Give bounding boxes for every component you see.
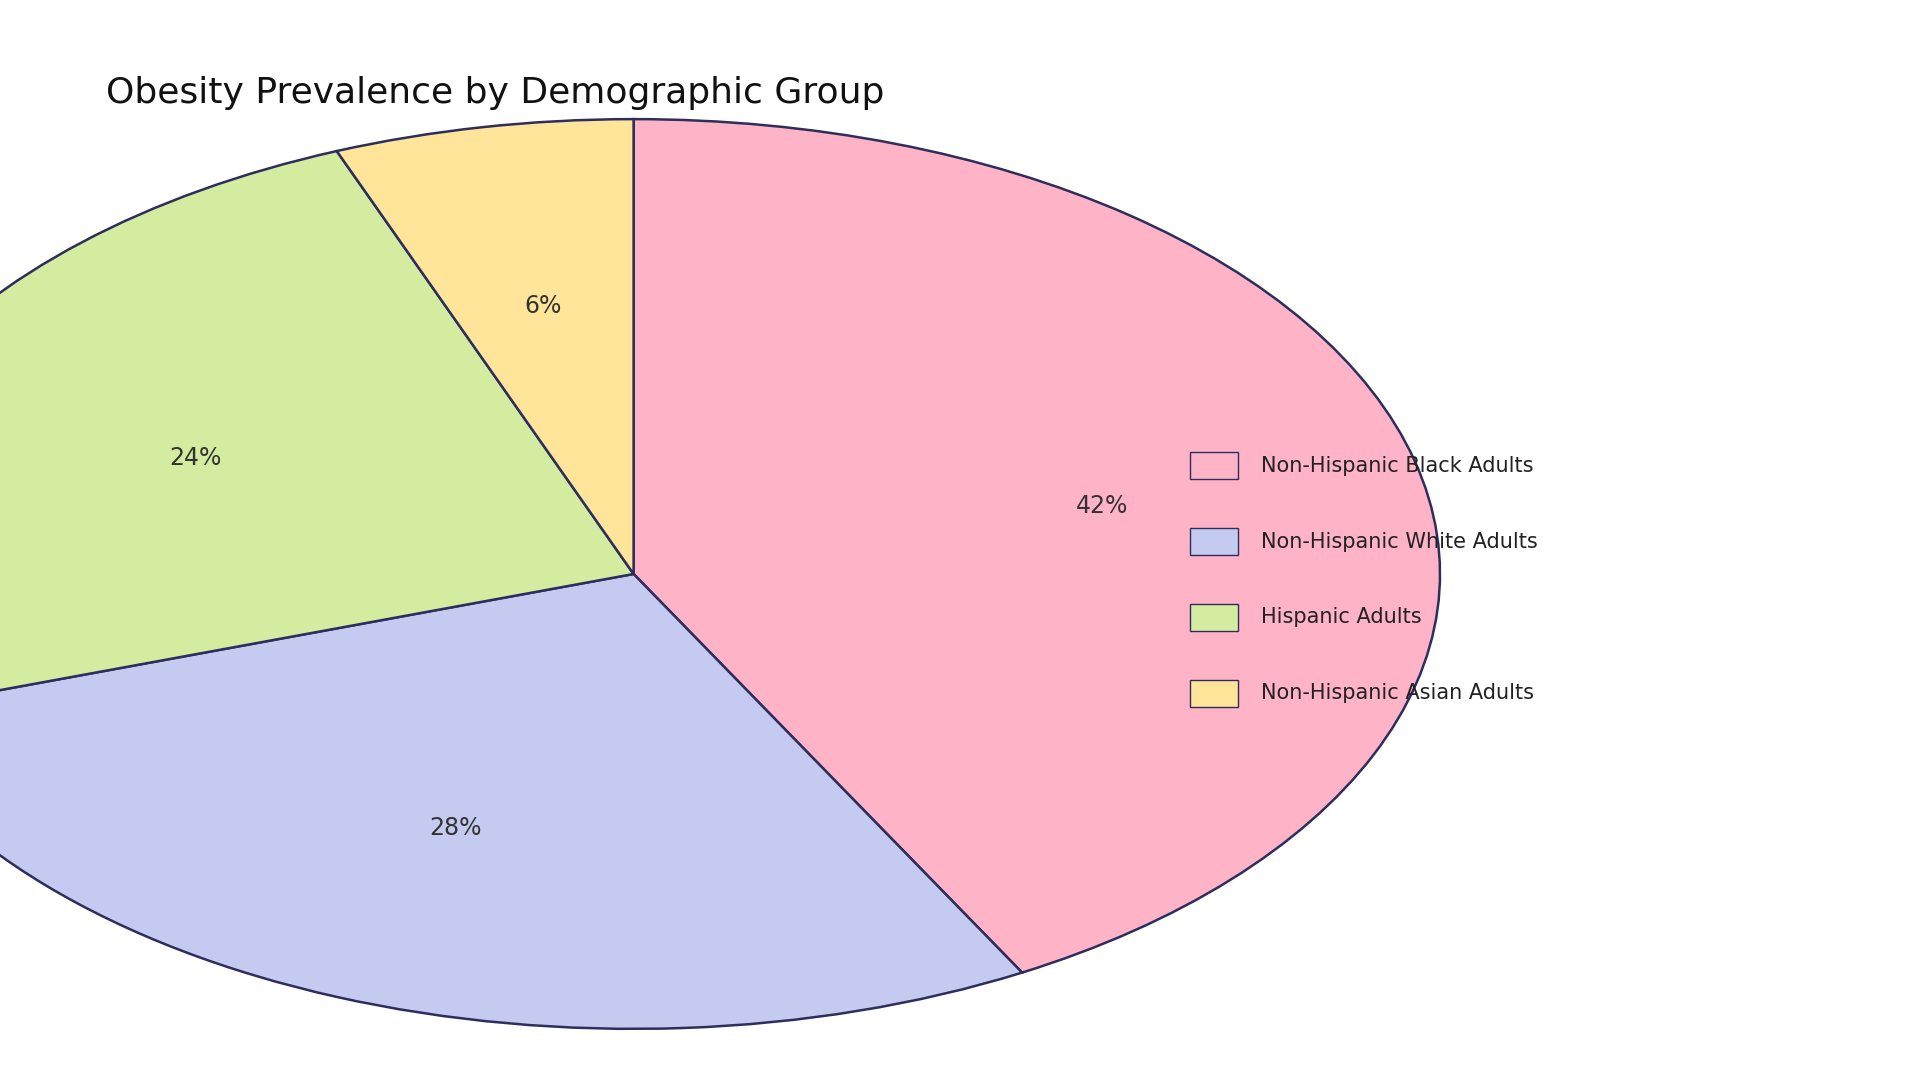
Text: 42%: 42%: [1075, 494, 1129, 518]
Text: Hispanic Adults: Hispanic Adults: [1261, 608, 1423, 627]
Text: Obesity Prevalence by Demographic Group: Obesity Prevalence by Demographic Group: [106, 76, 883, 109]
Text: Non-Hispanic White Adults: Non-Hispanic White Adults: [1261, 532, 1538, 551]
Text: 6%: 6%: [524, 293, 563, 318]
Text: Non-Hispanic Black Adults: Non-Hispanic Black Adults: [1261, 456, 1534, 475]
Text: 28%: 28%: [430, 815, 482, 839]
Text: 24%: 24%: [169, 446, 223, 470]
Text: Non-Hispanic Asian Adults: Non-Hispanic Asian Adults: [1261, 683, 1534, 703]
